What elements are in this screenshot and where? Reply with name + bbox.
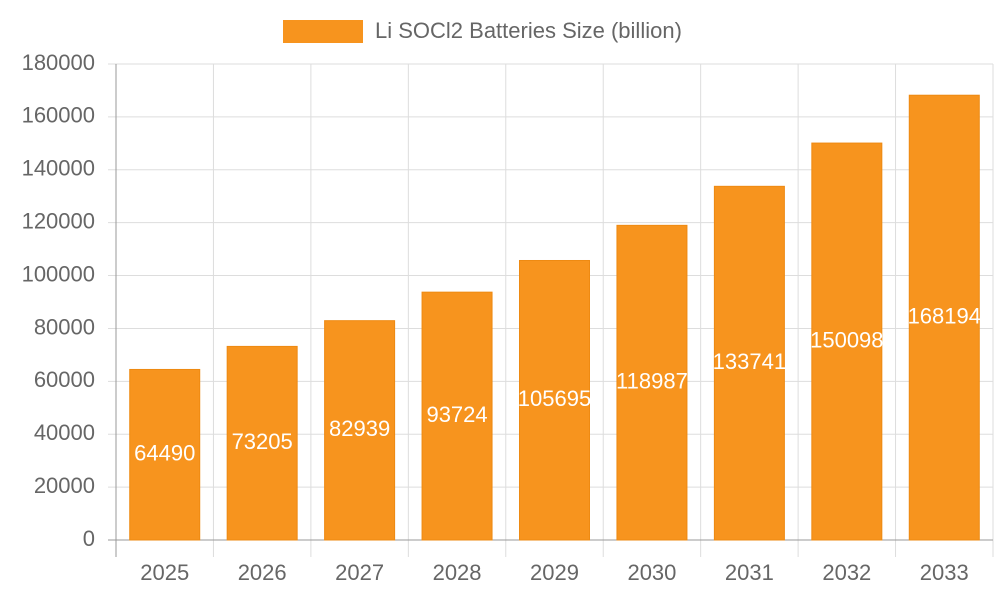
x-tick-label: 2029 <box>530 560 579 585</box>
y-tick-label: 0 <box>83 526 95 551</box>
data-label: 133741 <box>713 349 786 374</box>
x-tick-label: 2033 <box>920 560 969 585</box>
y-tick-label: 140000 <box>22 156 95 181</box>
y-tick-label: 60000 <box>34 367 95 392</box>
y-tick-label: 120000 <box>22 208 95 233</box>
bar <box>519 259 590 541</box>
x-tick-label: 2030 <box>627 560 676 585</box>
y-tick-label: 20000 <box>34 473 95 498</box>
data-label: 168194 <box>908 303 981 328</box>
x-tick-label: 2032 <box>822 560 871 585</box>
x-tick-label: 2028 <box>433 560 482 585</box>
legend-swatch[interactable] <box>283 20 363 43</box>
bar <box>129 368 201 541</box>
y-tick-label: 180000 <box>22 50 95 75</box>
x-tick-label: 2027 <box>335 560 384 585</box>
data-label: 82939 <box>329 416 390 441</box>
legend-label[interactable]: Li SOCl2 Batteries Size (billion) <box>375 18 682 43</box>
y-tick-label: 40000 <box>34 420 95 445</box>
y-tick-label: 160000 <box>22 103 95 128</box>
data-label: 93724 <box>426 402 487 427</box>
data-label: 118987 <box>616 368 688 393</box>
data-label: 73205 <box>232 429 293 454</box>
x-tick-label: 2025 <box>140 560 189 585</box>
x-tick-label: 2031 <box>725 560 774 585</box>
y-tick-label: 80000 <box>34 314 95 339</box>
bar <box>226 345 298 541</box>
bar <box>908 94 980 541</box>
bar <box>713 185 785 541</box>
bar <box>324 320 396 541</box>
x-tick-label: 2026 <box>238 560 287 585</box>
data-label: 105695 <box>518 386 591 411</box>
bar <box>811 142 883 541</box>
data-label: 64490 <box>134 441 195 466</box>
y-tick-label: 100000 <box>22 261 95 286</box>
bar <box>616 224 688 541</box>
data-label: 150098 <box>810 327 883 352</box>
bar <box>421 291 493 541</box>
